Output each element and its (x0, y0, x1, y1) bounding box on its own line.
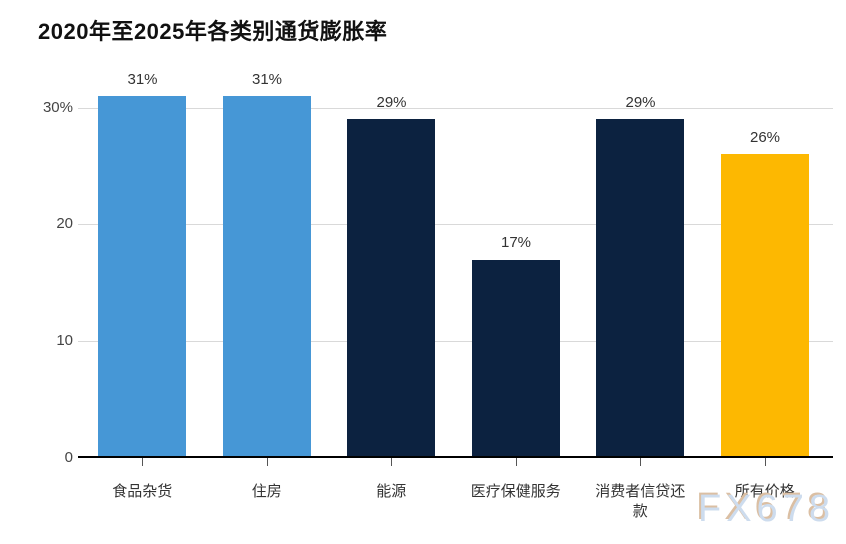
bar (720, 154, 809, 458)
y-tick-label: 20 (56, 215, 73, 233)
bar (347, 119, 436, 458)
x-category-label: 能源 (376, 483, 407, 500)
bar-value-label: 31% (251, 71, 283, 88)
y-tick-label: 0 (64, 449, 73, 466)
plot-area: 31% 31% 29% 17% 29% 26% (80, 0, 827, 458)
x-category-label: 住房 (251, 483, 282, 500)
bar (98, 96, 187, 458)
gridline (78, 341, 833, 343)
bar (596, 119, 685, 458)
x-category-label: 消费者信贷还款 (595, 483, 686, 520)
x-axis-line (78, 456, 833, 458)
x-axis-tick (266, 458, 268, 466)
y-tick-label: 30% (42, 98, 73, 116)
bar-value-label: 29% (625, 94, 656, 112)
bar-value-label: 31% (127, 71, 158, 88)
watermark: FX678 (698, 488, 835, 530)
gridline (78, 107, 833, 109)
y-tick-label: 10 (56, 332, 73, 350)
x-axis-tick (515, 458, 517, 466)
x-category-label: 医疗保健服务 (470, 483, 561, 500)
bar-value-label: 29% (376, 94, 407, 112)
x-axis-tick (764, 458, 766, 466)
x-axis-tick (391, 458, 393, 466)
gridline (78, 224, 833, 226)
bar-value-label: 26% (749, 129, 781, 147)
x-axis-tick (142, 458, 144, 466)
gridlines-layer (78, 0, 833, 458)
bar (222, 96, 311, 458)
bar-value-label: 17% (500, 234, 532, 252)
x-category-label: 所有价格 (734, 483, 795, 500)
x-axis-tick (640, 458, 642, 466)
bar (471, 259, 560, 458)
x-category-label: 食品杂货 (112, 483, 173, 500)
chart-title: 2020年至2025年各类别通货膨胀率 (38, 19, 388, 44)
